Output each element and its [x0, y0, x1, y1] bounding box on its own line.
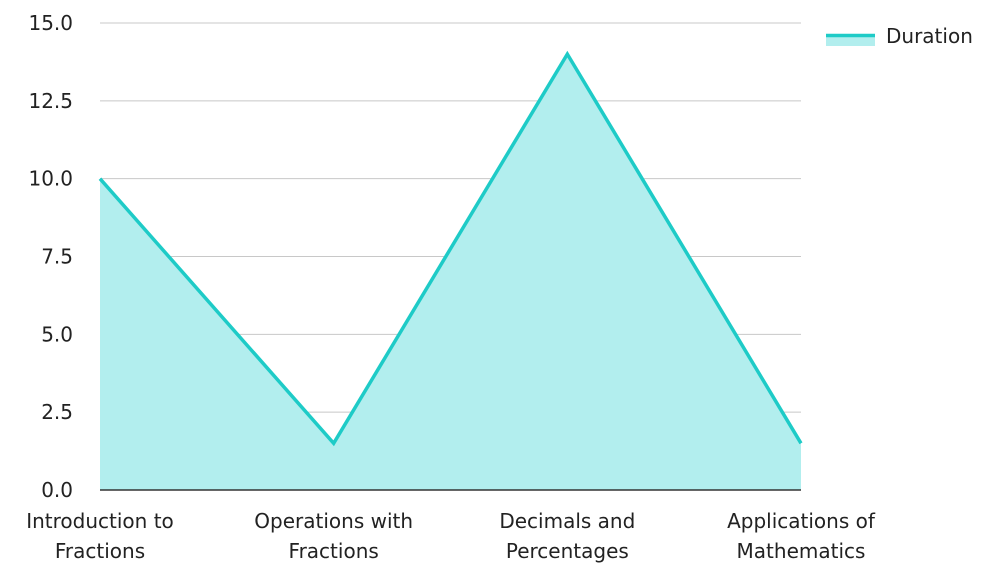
- x-tick-label-line: Percentages: [506, 539, 629, 563]
- y-tick-label: 12.5: [28, 89, 73, 113]
- area-layer: [98, 50, 803, 491]
- x-tick-label-line: Applications of: [727, 509, 876, 533]
- series-line-duration: [98, 50, 803, 447]
- x-tick-label-line: Fractions: [289, 539, 379, 563]
- x-tick-label-line: Operations with: [254, 509, 413, 533]
- x-tick-label: Applications of Mathematics: [727, 509, 876, 563]
- x-tick-label-line: Introduction to: [26, 509, 174, 533]
- y-tick-label: 7.5: [41, 245, 73, 269]
- x-tick-label-line: Mathematics: [737, 539, 866, 563]
- y-tick-label: 0.0: [41, 478, 73, 502]
- y-tick-label: 10.0: [28, 167, 73, 191]
- legend-label: Duration: [886, 24, 973, 48]
- y-tick-label: 2.5: [41, 400, 73, 424]
- x-tick-label-line: Fractions: [55, 539, 145, 563]
- x-tick-label-line: Decimals and: [499, 509, 635, 533]
- x-tick-label: Operations with Fractions: [254, 509, 413, 563]
- x-tick-label: Decimals and Percentages: [499, 509, 635, 563]
- y-tick-label: 5.0: [41, 322, 73, 346]
- y-tick-label: 15.0: [28, 11, 73, 35]
- area-fill-duration: [100, 54, 801, 491]
- legend: Duration: [826, 24, 973, 48]
- axis-layer: 0.0 2.5 5.0 7.5 10.0 12.5 15.0 Introduction to F…: [26, 11, 876, 563]
- x-tick-label: Introduction to Fractions: [26, 509, 174, 563]
